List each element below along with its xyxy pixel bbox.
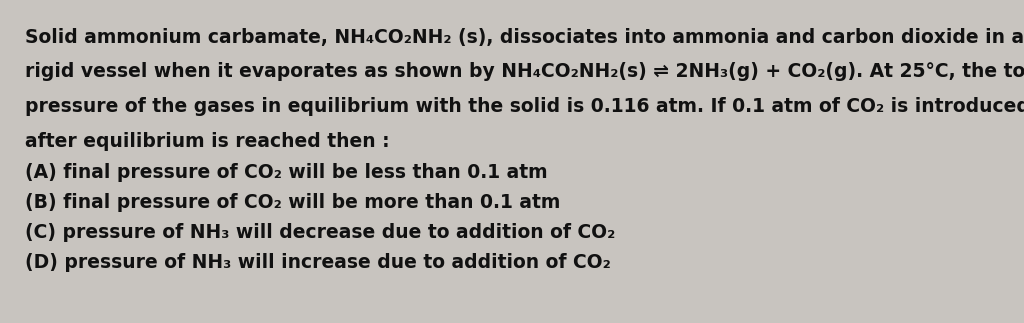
Text: after equilibrium is reached then :: after equilibrium is reached then : [25, 132, 389, 151]
Text: (A) final pressure of CO₂ will be less than 0.1 atm: (A) final pressure of CO₂ will be less t… [25, 163, 548, 182]
Text: (D) pressure of NH₃ will increase due to addition of CO₂: (D) pressure of NH₃ will increase due to… [25, 253, 610, 272]
Text: pressure of the gases in equilibrium with the solid is 0.116 atm. If 0.1 atm of : pressure of the gases in equilibrium wit… [25, 97, 1024, 116]
Text: rigid vessel when it evaporates as shown by NH₄CO₂NH₂(s) ⇌ 2NH₃(g) + CO₂(g). At : rigid vessel when it evaporates as shown… [25, 62, 1024, 81]
Text: (B) final pressure of CO₂ will be more than 0.1 atm: (B) final pressure of CO₂ will be more t… [25, 193, 560, 212]
Text: (C) pressure of NH₃ will decrease due to addition of CO₂: (C) pressure of NH₃ will decrease due to… [25, 223, 615, 242]
Text: Solid ammonium carbamate, NH₄CO₂NH₂ (s), dissociates into ammonia and carbon dio: Solid ammonium carbamate, NH₄CO₂NH₂ (s),… [25, 28, 1024, 47]
